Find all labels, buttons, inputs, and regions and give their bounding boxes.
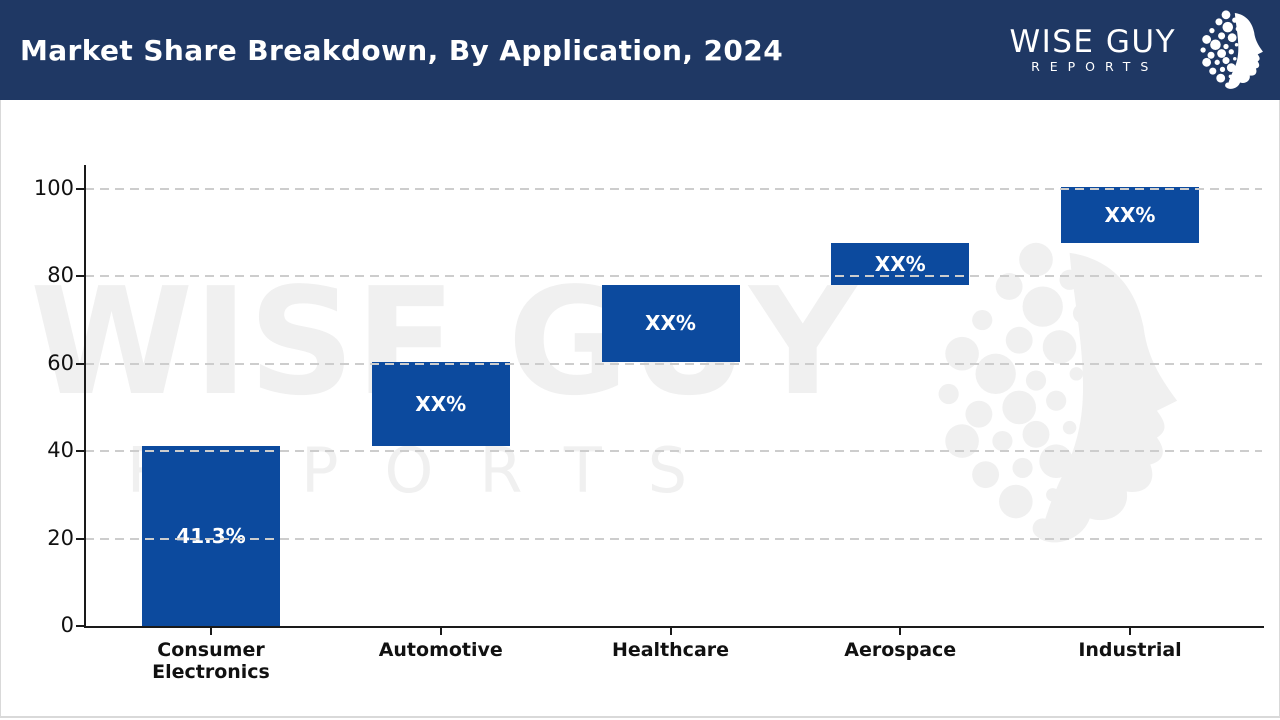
bar-value-label: XX% [1104, 203, 1156, 228]
x-category-label: Automotive [378, 639, 503, 661]
grid-line [85, 275, 1262, 278]
bar-value-label: XX% [645, 311, 696, 336]
y-tick-mark [76, 188, 84, 190]
bar-industrial: XX% [1061, 187, 1199, 244]
bar-healthcare: XX% [601, 284, 740, 363]
y-tick-mark [76, 275, 84, 278]
y-tick-label: 0 [60, 613, 74, 637]
bar-automotive: XX% [371, 362, 510, 446]
grid-line [85, 188, 1262, 190]
page-title: Market Share Breakdown, By Application, … [20, 33, 784, 67]
x-category-label: Aerospace [844, 639, 957, 661]
x-tick-mark [210, 628, 212, 635]
x-category-label: Healthcare [611, 639, 730, 661]
y-tick-mark [76, 625, 84, 627]
bar-value-label: XX% [874, 251, 926, 276]
wiseguy-logo-name: WISE GUY [1009, 24, 1176, 61]
y-tick-label: 20 [47, 525, 74, 550]
bar-aerospace: XX% [831, 243, 970, 285]
wiseguy-face-icon [1200, 10, 1263, 89]
footer-divider [0, 716, 1280, 718]
y-tick-mark [76, 537, 84, 540]
wiseguy-logo-text: WISE GUY REPORTS [1009, 26, 1176, 74]
wiseguy-logo-tagline: REPORTS [1031, 58, 1159, 74]
y-tick-mark [76, 362, 84, 365]
y-tick-label: 80 [47, 263, 74, 288]
grid-line [85, 450, 1262, 453]
bar-value-label: XX% [415, 391, 467, 416]
y-tick-mark [76, 450, 84, 453]
x-category-label: Consumer Electronics [152, 639, 270, 683]
wiseguy-logo: WISE GUY REPORTS [1009, 0, 1272, 100]
grid-line [85, 362, 1262, 365]
x-category-label: Industrial [1078, 639, 1182, 661]
x-tick-mark [439, 628, 442, 635]
grid-line [85, 537, 1262, 540]
bar-consumer-electronics: 41.3% [142, 445, 280, 626]
x-tick-mark [1129, 628, 1131, 635]
header-band: Market Share Breakdown, By Application, … [0, 0, 1280, 100]
x-tick-mark [899, 628, 902, 635]
x-axis-line [84, 626, 1264, 628]
y-tick-label: 100 [33, 176, 74, 200]
y-axis-line [84, 165, 86, 628]
y-tick-label: 40 [47, 438, 74, 463]
y-tick-label: 60 [47, 350, 74, 375]
x-tick-mark [669, 628, 672, 635]
bar-value-label: 41.3% [176, 523, 246, 548]
